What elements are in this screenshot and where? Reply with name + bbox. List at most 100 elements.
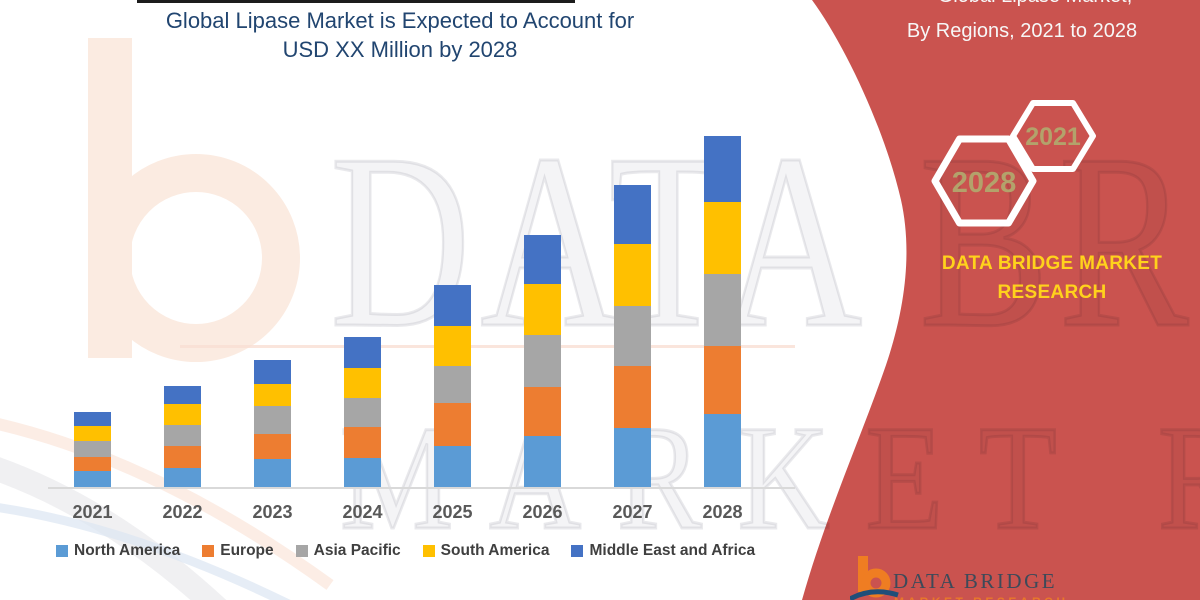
bar-2022 <box>164 386 201 487</box>
banner-clipped-heading: Global Lipase Market, <box>845 0 1200 8</box>
footer-b-stem <box>858 556 868 592</box>
segment-middle-east-and-africa <box>164 386 201 404</box>
segment-south-america <box>344 368 381 398</box>
segment-europe <box>704 346 741 414</box>
segment-europe <box>614 366 651 428</box>
swoosh-peach <box>0 418 334 590</box>
segment-asia-pacific <box>254 406 291 434</box>
brand-text-line2: RESEARCH <box>997 282 1107 303</box>
legend-item-europe: Europe <box>202 542 274 560</box>
x-axis-label-2024: 2024 <box>342 502 383 522</box>
chart-title: Global Lipase Market is Expected to Acco… <box>140 6 660 64</box>
legend-label: Asia Pacific <box>313 542 401 559</box>
legend-label: Middle East and Africa <box>589 542 756 559</box>
segment-middle-east-and-africa <box>74 412 111 426</box>
segment-europe <box>164 446 201 468</box>
segment-asia-pacific <box>74 441 111 457</box>
bar-2026 <box>524 235 561 487</box>
banner-subtitle: By Regions, 2021 to 2028 <box>906 20 1138 42</box>
footer-blue-swoosh <box>850 589 899 600</box>
segment-europe <box>524 387 561 436</box>
footer-logo-subname: MARKET RESEARCH <box>894 595 1069 600</box>
legend-item-middle-east-and-africa: Middle East and Africa <box>571 542 755 560</box>
hexagon-2028-label: 2028 <box>952 167 1017 199</box>
segment-south-america <box>254 384 291 406</box>
hexagon-2021 <box>1010 100 1096 172</box>
x-axis-label-2026: 2026 <box>522 502 563 522</box>
top-clipped-strip <box>137 0 575 3</box>
segment-middle-east-and-africa <box>344 337 381 368</box>
segment-north-america <box>614 428 651 487</box>
chart-title-line2: USD XX Million by 2028 <box>282 37 518 62</box>
bar-2028 <box>704 136 741 487</box>
segment-europe <box>344 427 381 458</box>
hexagon-2021-label: 2021 <box>1025 123 1081 151</box>
x-axis-label-2023: 2023 <box>252 502 293 522</box>
x-axis-label-2027: 2027 <box>612 502 653 522</box>
segment-europe <box>74 457 111 471</box>
legend-swatch <box>295 545 308 557</box>
segment-north-america <box>434 446 471 487</box>
x-axis-label-2028: 2028 <box>702 502 743 522</box>
legend-label: North America <box>74 542 181 559</box>
hexagon-2028 <box>931 135 1037 227</box>
x-axis-line <box>48 487 795 489</box>
x-axis-label-2021: 2021 <box>72 502 113 522</box>
segment-south-america <box>704 202 741 274</box>
segment-south-america <box>164 404 201 425</box>
segment-middle-east-and-africa <box>704 136 741 202</box>
segment-south-america <box>614 244 651 306</box>
segment-north-america <box>164 468 201 487</box>
segment-asia-pacific <box>704 274 741 346</box>
segment-middle-east-and-africa <box>434 285 471 326</box>
segment-middle-east-and-africa <box>524 235 561 284</box>
decorative-pink-line <box>180 345 795 348</box>
segment-middle-east-and-africa <box>614 185 651 244</box>
red-banner-shape <box>802 0 1200 600</box>
bar-2023 <box>254 360 291 487</box>
brand-text-line1: DATA BRIDGE MARKET <box>941 253 1163 274</box>
footer-logo-name: DATA BRIDGE <box>893 569 1058 593</box>
watermark-text-line2: MARKET RESEARCH <box>339 392 1200 564</box>
legend-swatch <box>202 545 215 557</box>
bar-2027 <box>614 185 651 487</box>
segment-europe <box>434 403 471 446</box>
legend-item-north-america: North America <box>56 542 180 560</box>
segment-north-america <box>524 436 561 487</box>
segment-south-america <box>524 284 561 335</box>
brand-text: DATA BRIDGE MARKET RESEARCH <box>927 249 1177 307</box>
segment-asia-pacific <box>164 425 201 446</box>
legend-item-asia-pacific: Asia Pacific <box>295 542 401 560</box>
x-axis-label-2022: 2022 <box>162 502 203 522</box>
segment-south-america <box>74 426 111 441</box>
swoosh-gray <box>0 457 227 600</box>
legend-swatch <box>571 545 584 557</box>
x-axis-label-2025: 2025 <box>432 502 473 522</box>
legend-label: Europe <box>220 542 274 559</box>
legend-swatch <box>56 545 68 557</box>
bar-2021 <box>74 412 111 487</box>
segment-north-america <box>344 458 381 487</box>
segment-north-america <box>74 471 111 487</box>
watermark-text-line1: DATA BRIDGE <box>329 102 1200 382</box>
chart-legend: North America Europe Asia Pacific South Ame… <box>56 542 755 560</box>
segment-asia-pacific <box>434 366 471 403</box>
segment-middle-east-and-africa <box>254 360 291 384</box>
bar-2024 <box>344 337 381 487</box>
segment-north-america <box>704 414 741 487</box>
segment-south-america <box>434 326 471 366</box>
legend-item-south-america: South America <box>422 542 550 560</box>
segment-europe <box>254 434 291 459</box>
chart-title-line1: Global Lipase Market is Expected to Acco… <box>165 8 635 33</box>
legend-label: South America <box>440 542 550 559</box>
footer-logo-icon <box>850 556 899 600</box>
segment-asia-pacific <box>344 398 381 427</box>
watermark-b-bowl <box>92 154 300 362</box>
legend-swatch <box>422 545 435 557</box>
segment-asia-pacific <box>614 306 651 366</box>
segment-north-america <box>254 459 291 487</box>
